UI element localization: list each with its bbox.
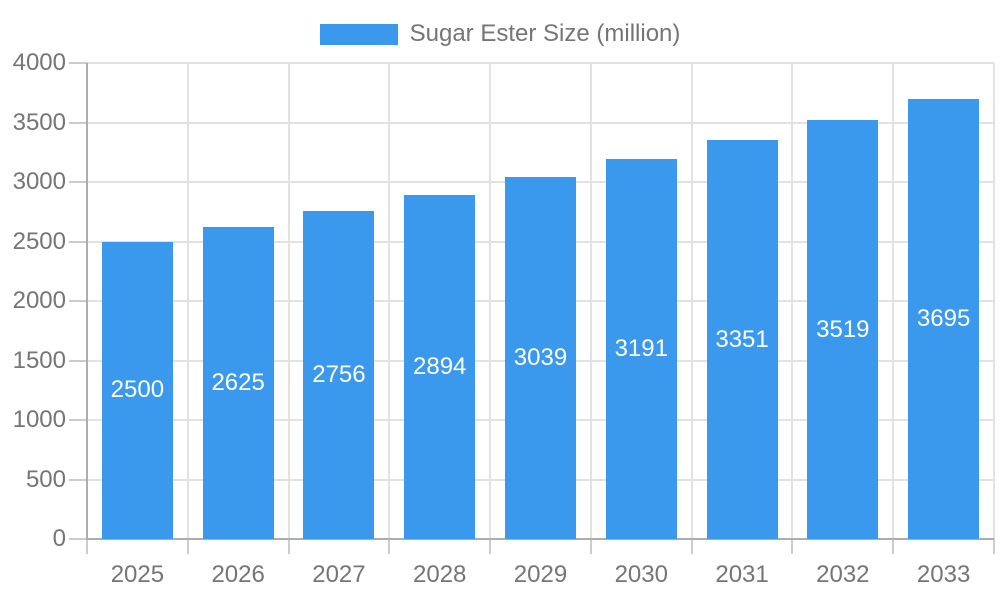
v-gridline: [287, 63, 290, 539]
y-tick: [69, 538, 87, 540]
y-tick-label: 500: [25, 465, 66, 493]
bar-value-label: 3695: [916, 305, 971, 333]
x-tick: [993, 539, 995, 554]
y-tick: [69, 181, 87, 183]
h-gridline: [87, 121, 994, 124]
x-tick-label: 2033: [916, 561, 971, 588]
x-tick: [489, 539, 492, 554]
y-tick-label: 2000: [12, 287, 66, 314]
y-tick: [69, 419, 87, 421]
bar[interactable]: 3519: [807, 120, 879, 539]
x-tick-label: 2025: [110, 561, 165, 588]
x-axis-line: [86, 538, 994, 540]
x-tick-label: 2030: [614, 561, 668, 588]
bar[interactable]: 2894: [404, 194, 476, 539]
legend-swatch: [319, 23, 398, 45]
bar[interactable]: 3039: [505, 177, 576, 539]
x-tick: [186, 539, 189, 554]
x-tick-label: 2032: [816, 561, 870, 588]
x-tick-label: 2027: [312, 561, 366, 588]
y-tick: [69, 121, 87, 124]
legend-label: Sugar Ester Size (million): [409, 20, 681, 47]
bar-value-label: 2625: [211, 368, 265, 396]
x-tick: [589, 539, 592, 554]
v-gridline: [388, 63, 391, 539]
bar[interactable]: 2756: [303, 211, 375, 539]
bar-value-label: 2894: [413, 352, 467, 380]
y-tick-label: 4000: [12, 49, 66, 76]
y-tick-label: 2500: [12, 227, 66, 255]
v-gridline: [993, 63, 995, 539]
y-tick: [69, 359, 87, 362]
x-tick: [892, 539, 895, 554]
y-tick-label: 1000: [12, 406, 66, 433]
y-tick: [69, 240, 87, 243]
bar[interactable]: 2625: [202, 226, 274, 539]
bar[interactable]: 3191: [605, 159, 677, 539]
v-gridline: [892, 63, 895, 539]
v-gridline: [690, 63, 693, 539]
v-gridline: [791, 63, 794, 539]
bar[interactable]: 3695: [908, 99, 980, 539]
bar-value-label: 3039: [513, 344, 568, 372]
bar-value-label: 2500: [110, 376, 165, 404]
y-tick-label: 3000: [12, 168, 66, 195]
x-tick: [388, 539, 391, 554]
x-tick-label: 2029: [513, 561, 568, 588]
x-tick: [690, 539, 693, 554]
y-axis-line: [86, 63, 88, 539]
v-gridline: [489, 63, 492, 539]
x-tick: [791, 539, 794, 554]
bar[interactable]: 2500: [101, 241, 173, 539]
h-gridline: [87, 62, 994, 64]
bar-value-label: 3191: [614, 335, 668, 363]
y-tick-label: 0: [52, 525, 66, 552]
y-tick-label: 3500: [12, 108, 66, 136]
x-tick: [287, 539, 290, 554]
y-tick: [69, 300, 87, 302]
y-tick: [69, 478, 87, 481]
v-gridline: [589, 63, 592, 539]
x-tick: [86, 539, 88, 554]
bar-value-label: 2756: [312, 361, 366, 388]
legend[interactable]: Sugar Ester Size (million): [0, 20, 1000, 47]
bar[interactable]: 3351: [706, 140, 778, 539]
bar-value-label: 3519: [816, 315, 870, 343]
x-tick-label: 2026: [211, 561, 265, 588]
x-tick-label: 2031: [715, 561, 769, 588]
y-tick-label: 1500: [12, 346, 66, 374]
v-gridline: [186, 63, 189, 539]
y-tick: [69, 62, 87, 64]
x-tick-label: 2028: [413, 561, 467, 588]
bar-value-label: 3351: [715, 325, 769, 353]
